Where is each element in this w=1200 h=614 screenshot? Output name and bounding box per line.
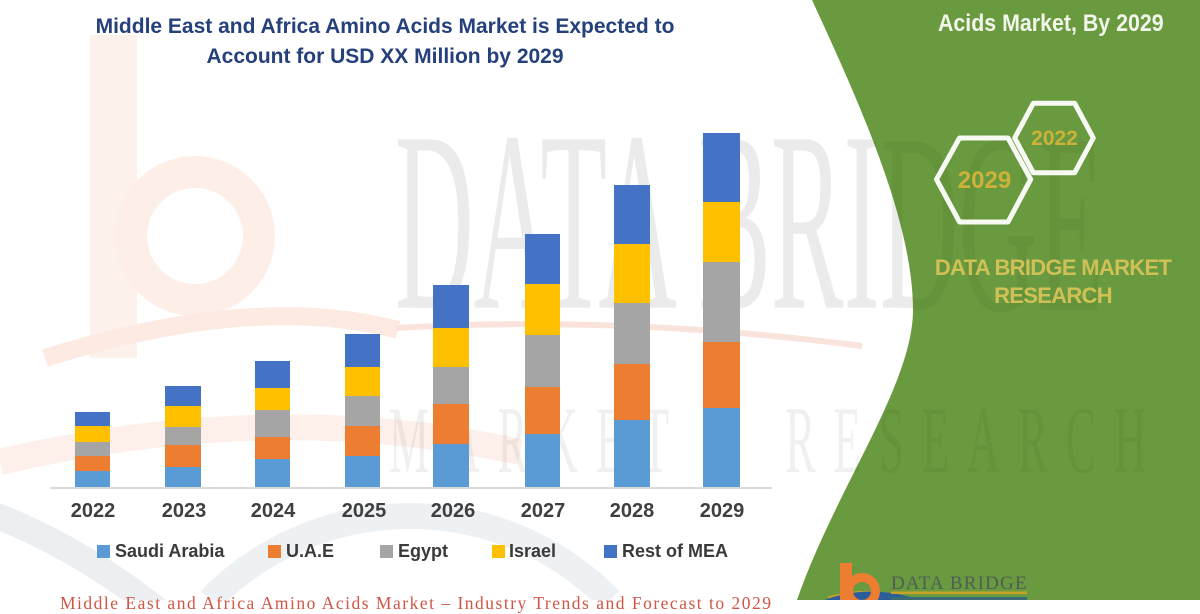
svg-text:MARKET RESEARCH: MARKET RESEARCH: [389, 388, 1164, 494]
svg-text:DATA BRIDGE: DATA BRIDGE: [891, 573, 1028, 594]
